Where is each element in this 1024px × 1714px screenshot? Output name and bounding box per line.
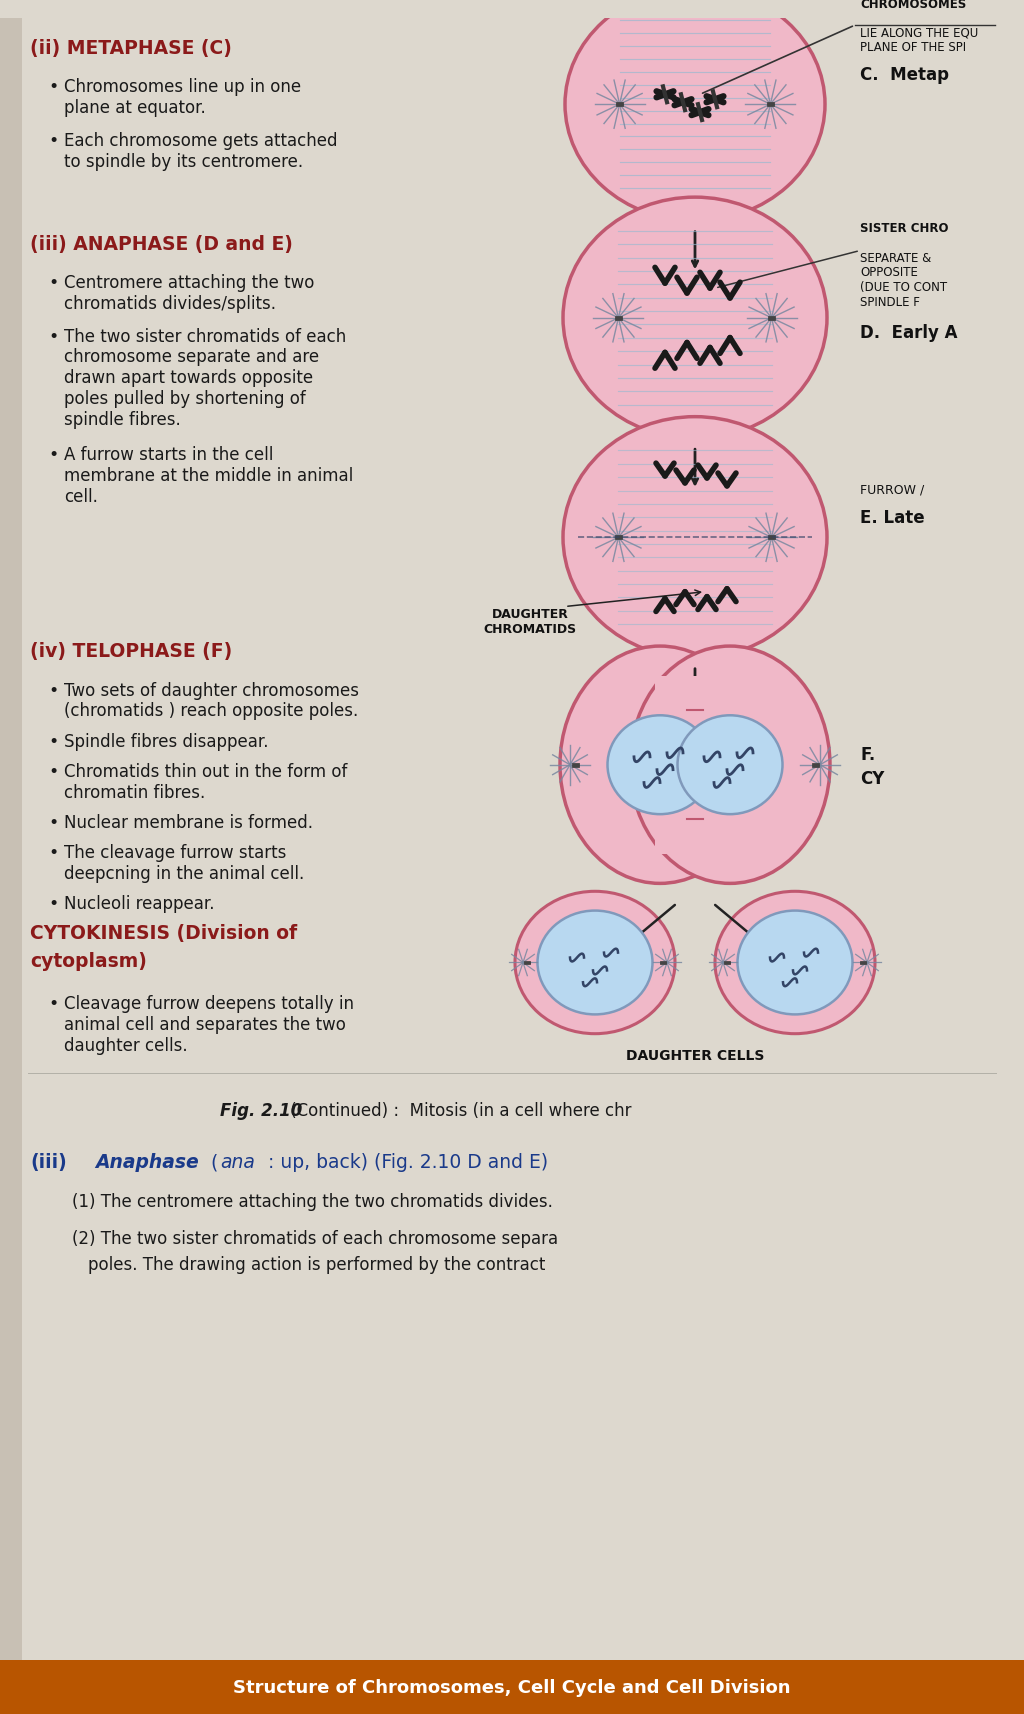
Text: cytoplasm): cytoplasm) bbox=[30, 951, 146, 970]
Ellipse shape bbox=[538, 912, 652, 1015]
Text: Anaphase: Anaphase bbox=[95, 1154, 199, 1172]
FancyBboxPatch shape bbox=[0, 1659, 1024, 1714]
Text: Each chromosome gets attached
to spindle by its centromere.: Each chromosome gets attached to spindle… bbox=[63, 132, 338, 171]
Text: Two sets of daughter chromosomes
(chromatids ) reach opposite poles.: Two sets of daughter chromosomes (chroma… bbox=[63, 680, 359, 720]
Text: •: • bbox=[48, 446, 58, 464]
Text: (iii) ANAPHASE (D and E): (iii) ANAPHASE (D and E) bbox=[30, 235, 293, 254]
Text: (1) The centromere attaching the two chromatids divides.: (1) The centromere attaching the two chr… bbox=[72, 1193, 553, 1210]
Ellipse shape bbox=[607, 716, 713, 814]
Text: FURROW /: FURROW / bbox=[860, 483, 925, 497]
Text: LIE ALONG THE EQU: LIE ALONG THE EQU bbox=[860, 26, 978, 39]
Text: C.  Metap: C. Metap bbox=[860, 65, 949, 84]
Text: F.: F. bbox=[860, 746, 876, 763]
Text: CY: CY bbox=[860, 770, 885, 787]
Text: •: • bbox=[48, 895, 58, 914]
Text: •: • bbox=[48, 274, 58, 291]
Ellipse shape bbox=[715, 891, 874, 1034]
Text: poles. The drawing action is performed by the contract: poles. The drawing action is performed b… bbox=[88, 1255, 546, 1274]
Text: The two sister chromatids of each
chromosome separate and are
drawn apart toward: The two sister chromatids of each chromo… bbox=[63, 327, 346, 428]
Text: Spindle fibres disappear.: Spindle fibres disappear. bbox=[63, 732, 268, 751]
Text: DAUGHTER CELLS: DAUGHTER CELLS bbox=[626, 1047, 764, 1063]
Text: D.  Early A: D. Early A bbox=[860, 324, 957, 341]
Text: (DUE TO CONT: (DUE TO CONT bbox=[860, 281, 947, 295]
FancyBboxPatch shape bbox=[655, 677, 735, 854]
Text: ana: ana bbox=[220, 1154, 255, 1172]
Text: SISTER CHRO: SISTER CHRO bbox=[860, 221, 948, 235]
Ellipse shape bbox=[515, 891, 675, 1034]
Text: CYTOKINESIS (Division of: CYTOKINESIS (Division of bbox=[30, 924, 297, 943]
Text: Centromere attaching the two
chromatids divides/splits.: Centromere attaching the two chromatids … bbox=[63, 274, 314, 314]
Text: A furrow starts in the cell
membrane at the middle in animal
cell.: A furrow starts in the cell membrane at … bbox=[63, 446, 353, 506]
Text: (iii): (iii) bbox=[30, 1154, 67, 1172]
Ellipse shape bbox=[560, 646, 760, 884]
Text: •: • bbox=[48, 843, 58, 862]
Ellipse shape bbox=[630, 646, 830, 884]
Text: Nucleoli reappear.: Nucleoli reappear. bbox=[63, 895, 214, 914]
Text: OPPOSITE: OPPOSITE bbox=[860, 266, 918, 279]
Ellipse shape bbox=[678, 716, 782, 814]
Text: (2) The two sister chromatids of each chromosome separa: (2) The two sister chromatids of each ch… bbox=[72, 1229, 558, 1248]
Text: Cleavage furrow deepens totally in
animal cell and separates the two
daughter ce: Cleavage furrow deepens totally in anima… bbox=[63, 994, 354, 1054]
Text: •: • bbox=[48, 994, 58, 1013]
Ellipse shape bbox=[563, 199, 827, 439]
Text: : up, back) (Fig. 2.10 D and E): : up, back) (Fig. 2.10 D and E) bbox=[262, 1154, 548, 1172]
Text: (: ( bbox=[210, 1154, 217, 1172]
Text: •: • bbox=[48, 79, 58, 96]
Text: Chromatids thin out in the form of
chromatin fibres.: Chromatids thin out in the form of chrom… bbox=[63, 763, 347, 800]
Text: CHROMOSOMES: CHROMOSOMES bbox=[860, 0, 967, 12]
FancyBboxPatch shape bbox=[0, 19, 22, 1714]
Text: •: • bbox=[48, 327, 58, 346]
Text: (ii) METAPHASE (C): (ii) METAPHASE (C) bbox=[30, 39, 231, 58]
Text: E. Late: E. Late bbox=[860, 509, 925, 526]
Text: Chromosomes line up in one
plane at equator.: Chromosomes line up in one plane at equa… bbox=[63, 79, 301, 117]
Text: DAUGHTER
CHROMATIDS: DAUGHTER CHROMATIDS bbox=[483, 607, 577, 636]
Text: The cleavage furrow starts
deepcning in the animal cell.: The cleavage furrow starts deepcning in … bbox=[63, 843, 304, 883]
Text: Nuclear membrane is formed.: Nuclear membrane is formed. bbox=[63, 814, 313, 831]
Text: (Continued) :  Mitosis (in a cell where chr: (Continued) : Mitosis (in a cell where c… bbox=[285, 1102, 632, 1119]
Text: (iv) TELOPHASE (F): (iv) TELOPHASE (F) bbox=[30, 641, 232, 660]
Text: Fig. 2.10: Fig. 2.10 bbox=[220, 1102, 302, 1119]
Text: Structure of Chromosomes, Cell Cycle and Cell Division: Structure of Chromosomes, Cell Cycle and… bbox=[233, 1678, 791, 1697]
Ellipse shape bbox=[737, 912, 853, 1015]
Ellipse shape bbox=[563, 418, 827, 658]
Text: •: • bbox=[48, 814, 58, 831]
Text: SEPARATE &: SEPARATE & bbox=[860, 252, 931, 264]
Text: SPINDLE F: SPINDLE F bbox=[860, 297, 920, 309]
Text: •: • bbox=[48, 132, 58, 149]
Text: •: • bbox=[48, 732, 58, 751]
Text: •: • bbox=[48, 680, 58, 699]
Text: PLANE OF THE SPI: PLANE OF THE SPI bbox=[860, 41, 966, 53]
FancyBboxPatch shape bbox=[0, 19, 1024, 1714]
Text: •: • bbox=[48, 763, 58, 780]
Ellipse shape bbox=[565, 0, 825, 221]
